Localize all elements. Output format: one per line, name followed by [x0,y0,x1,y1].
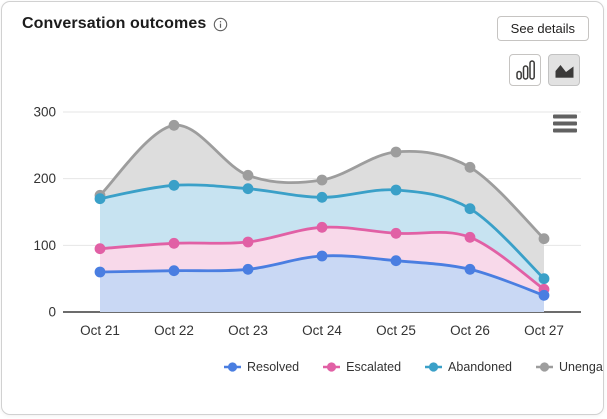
chart-legend: Resolved Escalated Abandoned Unengaged [224,360,603,374]
y-tick-label: 300 [33,105,56,120]
data-point-abandoned[interactable] [464,203,476,215]
data-point-unengaged[interactable] [538,233,550,245]
x-tick-label: Oct 23 [228,323,268,338]
y-tick-label: 100 [33,238,56,253]
data-point-abandoned[interactable] [538,273,550,285]
data-point-resolved[interactable] [316,250,328,262]
x-tick-label: Oct 25 [376,323,416,338]
data-point-abandoned[interactable] [316,191,328,203]
outcomes-chart: 0 100 200 300 Oct 21 Oct 22 Oct 23 Oct 24 Oct 25… [33,105,581,338]
data-point-unengaged[interactable] [390,146,402,158]
x-tick-label: Oct 21 [80,323,120,338]
info-icon[interactable] [213,17,228,32]
x-tick-label: Oct 22 [154,323,194,338]
page-title: Conversation outcomes [22,15,207,32]
legend-label: Escalated [346,360,402,374]
data-point-abandoned[interactable] [94,193,106,205]
data-point-unengaged[interactable] [316,174,328,186]
x-tick-label: Oct 27 [524,323,564,338]
data-point-abandoned[interactable] [168,179,180,191]
data-point-resolved[interactable] [94,266,106,278]
x-tick-label: Oct 24 [302,323,342,338]
data-point-resolved[interactable] [242,263,254,275]
legend-label: Unengaged [558,360,603,374]
data-point-escalated[interactable] [390,227,402,239]
card-header: Conversation outcomes [22,15,228,33]
data-point-abandoned[interactable] [242,183,254,195]
area-fill-resolved [100,255,544,312]
column-chart-toggle-button[interactable] [509,54,541,86]
legend-marker-icon [224,362,241,372]
chart-type-toggles [509,54,580,86]
legend-item-resolved[interactable]: Resolved [224,360,299,374]
legend-marker-icon [425,362,443,372]
legend-item-escalated[interactable]: Escalated [323,360,401,374]
x-tick-label: Oct 26 [450,323,490,338]
legend-label: Resolved [247,360,300,374]
chart-area: 0 100 200 300 Oct 21 Oct 22 Oct 23 Oct 24 Oct 25… [2,2,603,414]
data-point-resolved[interactable] [464,263,476,275]
data-point-abandoned[interactable] [390,184,402,196]
data-point-escalated[interactable] [168,237,180,249]
data-point-resolved[interactable] [538,289,550,301]
data-point-escalated[interactable] [464,231,476,243]
legend-label: Abandoned [448,360,512,374]
legend-item-abandoned[interactable]: Abandoned [425,360,512,374]
y-tick-label: 200 [33,171,56,186]
data-point-escalated[interactable] [94,243,106,255]
area-chart-toggle-button[interactable] [548,54,580,86]
see-details-button[interactable]: See details [496,16,589,41]
data-point-resolved[interactable] [390,255,402,267]
y-tick-label: 0 [48,305,56,320]
data-point-escalated[interactable] [242,236,254,248]
legend-item-unengaged[interactable]: Unengaged [535,360,603,374]
data-point-unengaged[interactable] [242,169,254,181]
hamburger-icon [553,114,577,133]
data-point-escalated[interactable] [316,221,328,233]
data-point-resolved[interactable] [168,265,180,277]
legend-marker-icon [323,362,341,372]
series-resolved [94,250,550,312]
data-point-unengaged[interactable] [464,161,476,173]
legend-marker-icon [535,362,553,372]
data-point-unengaged[interactable] [168,119,180,131]
column-chart-icon [515,60,535,80]
chart-context-menu-button[interactable] [552,112,578,134]
area-chart-icon [554,61,575,79]
